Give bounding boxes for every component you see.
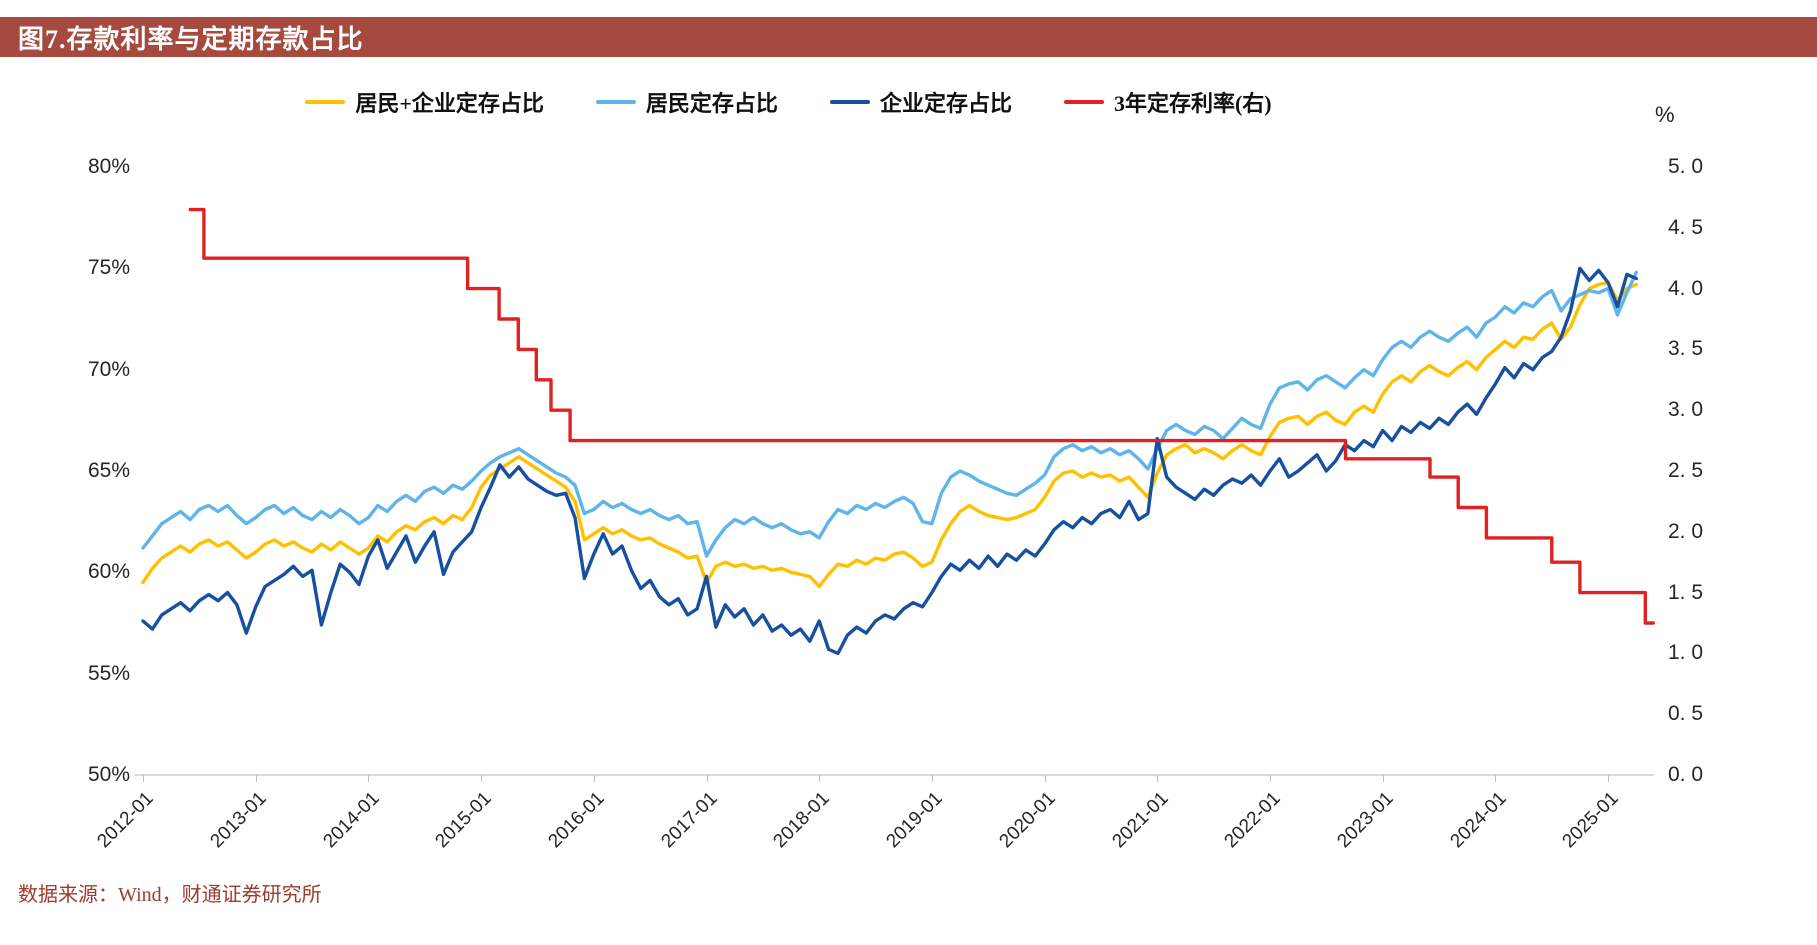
figure-title: 图7.存款利率与定期存款占比 [18, 24, 364, 54]
x-axis-tick-mark [1044, 775, 1046, 782]
x-axis-tick-mark [593, 775, 595, 782]
right-axis-tick-label: 0. 5 [1668, 702, 1704, 726]
chart-legend: 居民+企业定存占比 居民定存占比 企业定存占比 3年定存利率(右) [0, 86, 1697, 118]
right-axis-tick-label: 5. 0 [1668, 155, 1704, 178]
series-line-enterprises [141, 266, 1638, 656]
right-axis-tick-label: 3. 5 [1668, 337, 1704, 361]
x-axis-tick-mark [368, 775, 370, 782]
x-axis-tick-mark [819, 775, 821, 782]
left-axis-tick-label: 55% [87, 661, 130, 685]
right-axis-tick-label: 2. 5 [1668, 459, 1704, 482]
left-axis-tick-label: 70% [87, 357, 130, 381]
figure-title-bar: 图7.存款利率与定期存款占比 [0, 17, 1817, 57]
legend-item-0: 居民+企业定存占比 [305, 86, 544, 118]
x-axis-tick-mark [143, 775, 144, 782]
left-axis-tick-label: 75% [87, 256, 130, 280]
x-axis-line [134, 774, 1654, 776]
legend-item-3: 3年定存利率(右) [1063, 86, 1272, 118]
legend-label: 企业定存占比 [879, 91, 1012, 116]
legend-swatch-icon [305, 100, 346, 104]
right-axis-tick-label: 4. 0 [1668, 276, 1704, 300]
right-axis-tick-label: 1. 0 [1668, 641, 1704, 665]
x-axis-tick-mark [1608, 775, 1610, 782]
right-axis-tick-label: 1. 5 [1668, 580, 1704, 604]
series-line-residents [141, 270, 1638, 558]
left-axis-tick-label: 80% [87, 155, 130, 178]
right-axis-tick-label: 2. 0 [1668, 519, 1704, 543]
data-source-note: 数据来源：Wind，财通证券研究所 [18, 884, 322, 906]
right-axis-tick-label: 3. 0 [1668, 398, 1704, 422]
x-axis-tick-mark [481, 775, 483, 782]
legend-label: 3年定存利率(右) [1113, 91, 1272, 116]
legend-swatch-icon [1063, 100, 1104, 104]
x-axis-tick-mark [1157, 775, 1159, 782]
legend-swatch-icon [829, 100, 870, 104]
legend-label: 居民定存占比 [645, 91, 778, 116]
right-axis-unit: % [1655, 102, 1675, 127]
x-axis-tick-mark [706, 775, 708, 782]
x-axis-tick-mark [1382, 775, 1384, 782]
legend-label: 居民+企业定存占比 [355, 91, 544, 116]
right-axis-tick-label: 4. 5 [1668, 215, 1704, 239]
x-axis-tick-mark [255, 775, 257, 782]
left-axis-tick-label: 50% [87, 763, 130, 786]
legend-item-2: 企业定存占比 [829, 86, 1012, 118]
series-line-rate3y [188, 207, 1655, 625]
x-axis-tick-mark [1495, 775, 1497, 782]
x-axis-tick-mark [931, 775, 933, 782]
right-axis-tick-label: 0. 0 [1668, 763, 1704, 786]
series-line-combined [141, 280, 1638, 589]
legend-item-1: 居民定存占比 [595, 86, 778, 118]
left-axis-tick-label: 60% [87, 560, 130, 584]
x-axis-tick-mark [1270, 775, 1271, 782]
left-axis-tick-label: 65% [87, 459, 130, 482]
legend-swatch-icon [595, 100, 636, 104]
